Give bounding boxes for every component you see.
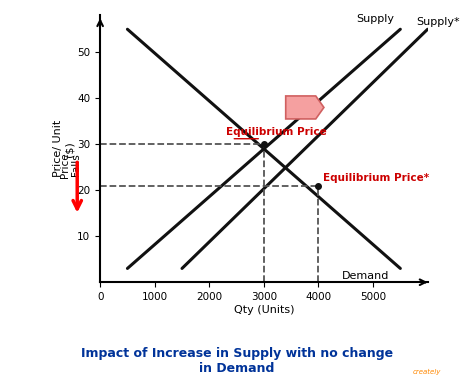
Y-axis label: Price/ Unit
($): Price/ Unit ($) bbox=[53, 120, 74, 177]
Text: Price
Falls: Price Falls bbox=[60, 152, 82, 178]
Text: Supply*: Supply* bbox=[417, 17, 460, 27]
Text: Demand: Demand bbox=[342, 271, 390, 281]
FancyArrow shape bbox=[286, 96, 324, 119]
Text: Supply: Supply bbox=[356, 14, 395, 24]
Text: Equilibrium Price: Equilibrium Price bbox=[226, 127, 327, 137]
Text: Impact of Increase in Supply with no change
in Demand: Impact of Increase in Supply with no cha… bbox=[81, 347, 393, 375]
Text: Equilibrium Price*: Equilibrium Price* bbox=[323, 173, 429, 183]
Text: creately: creately bbox=[412, 369, 441, 375]
X-axis label: Qty (Units): Qty (Units) bbox=[234, 305, 294, 315]
